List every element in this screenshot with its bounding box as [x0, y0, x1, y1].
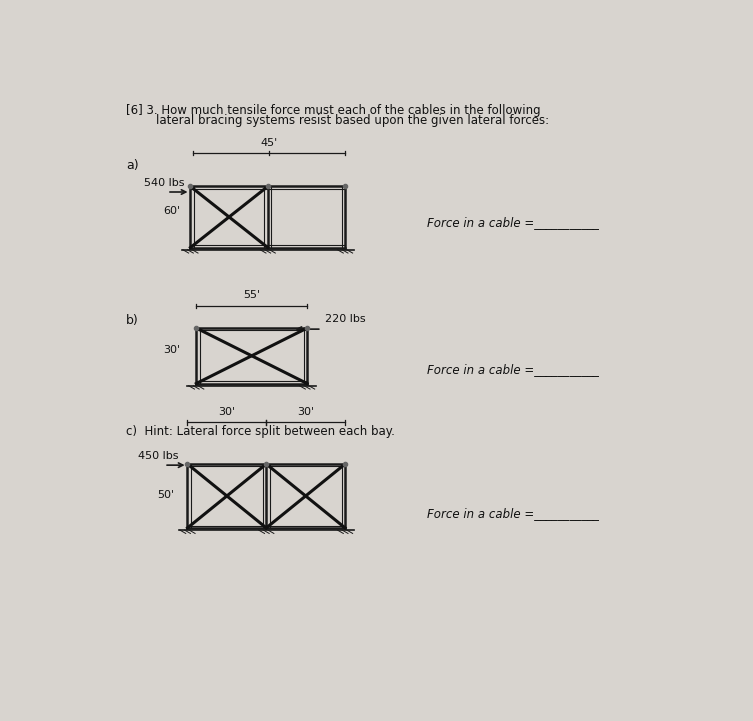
Text: 55': 55' [243, 291, 261, 300]
Text: 220 lbs: 220 lbs [325, 314, 365, 324]
Text: 540 lbs: 540 lbs [144, 177, 184, 187]
Text: 30': 30' [297, 407, 314, 417]
Text: Force in a cable =___________: Force in a cable =___________ [427, 363, 599, 376]
Text: 60': 60' [163, 206, 181, 216]
Text: Force in a cable =___________: Force in a cable =___________ [427, 216, 599, 229]
Text: 450 lbs: 450 lbs [138, 451, 178, 461]
Text: a): a) [127, 159, 139, 172]
Text: 30': 30' [218, 407, 236, 417]
Text: 30': 30' [163, 345, 181, 355]
Text: b): b) [127, 314, 139, 327]
Text: lateral bracing systems resist based upon the given lateral forces:: lateral bracing systems resist based upo… [127, 114, 550, 128]
Text: 45': 45' [261, 138, 278, 148]
Text: c)  Hint: Lateral force split between each bay.: c) Hint: Lateral force split between eac… [127, 425, 395, 438]
Text: Force in a cable =___________: Force in a cable =___________ [427, 508, 599, 521]
Text: [6] 3. How much tensile force must each of the cables in the following: [6] 3. How much tensile force must each … [127, 105, 541, 118]
Text: 50': 50' [157, 490, 175, 500]
